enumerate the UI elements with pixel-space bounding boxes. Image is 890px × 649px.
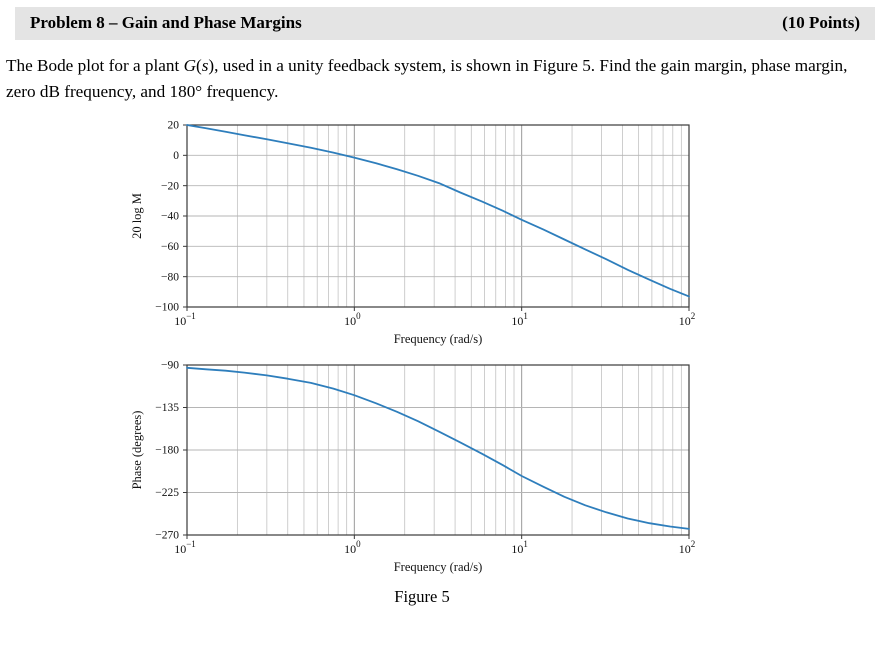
problem-statement: The Bode plot for a plant G(s), used in …: [6, 56, 848, 101]
svg-text:−180: −180: [155, 444, 179, 456]
svg-text:102: 102: [679, 539, 696, 556]
svg-text:101: 101: [511, 311, 527, 328]
svg-text:20 log M: 20 log M: [130, 193, 144, 239]
svg-text:0: 0: [173, 150, 179, 162]
svg-text:−270: −270: [155, 529, 179, 541]
svg-text:20: 20: [168, 119, 180, 131]
svg-text:Frequency (rad/s): Frequency (rad/s): [394, 332, 483, 346]
svg-text:−20: −20: [161, 180, 179, 192]
problem-title: Problem 8 – Gain and Phase Margins: [30, 13, 302, 32]
svg-text:−90: −90: [161, 359, 179, 371]
svg-text:−225: −225: [155, 487, 179, 499]
svg-text:−60: −60: [161, 241, 179, 253]
svg-text:10−1: 10−1: [174, 539, 196, 556]
svg-text:10−1: 10−1: [174, 311, 196, 328]
problem-points: (10 Points): [782, 13, 860, 32]
svg-text:−100: −100: [155, 301, 179, 313]
bode-figure: 20 0 −20 −40 −60 −80 −100 10−1 100 101 102 Frequenc…: [112, 117, 732, 607]
svg-text:−40: −40: [161, 210, 179, 222]
svg-text:Frequency (rad/s): Frequency (rad/s): [394, 560, 483, 574]
svg-text:102: 102: [679, 311, 696, 328]
svg-text:100: 100: [344, 539, 361, 556]
svg-text:−135: −135: [155, 402, 179, 414]
svg-text:−80: −80: [161, 271, 179, 283]
figure-caption: Figure 5: [394, 586, 450, 606]
svg-text:Phase (degrees): Phase (degrees): [130, 410, 144, 489]
problem-header-bar: Problem 8 – Gain and Phase Margins (10 P…: [15, 7, 875, 40]
svg-text:101: 101: [511, 539, 527, 556]
svg-text:100: 100: [344, 311, 361, 328]
